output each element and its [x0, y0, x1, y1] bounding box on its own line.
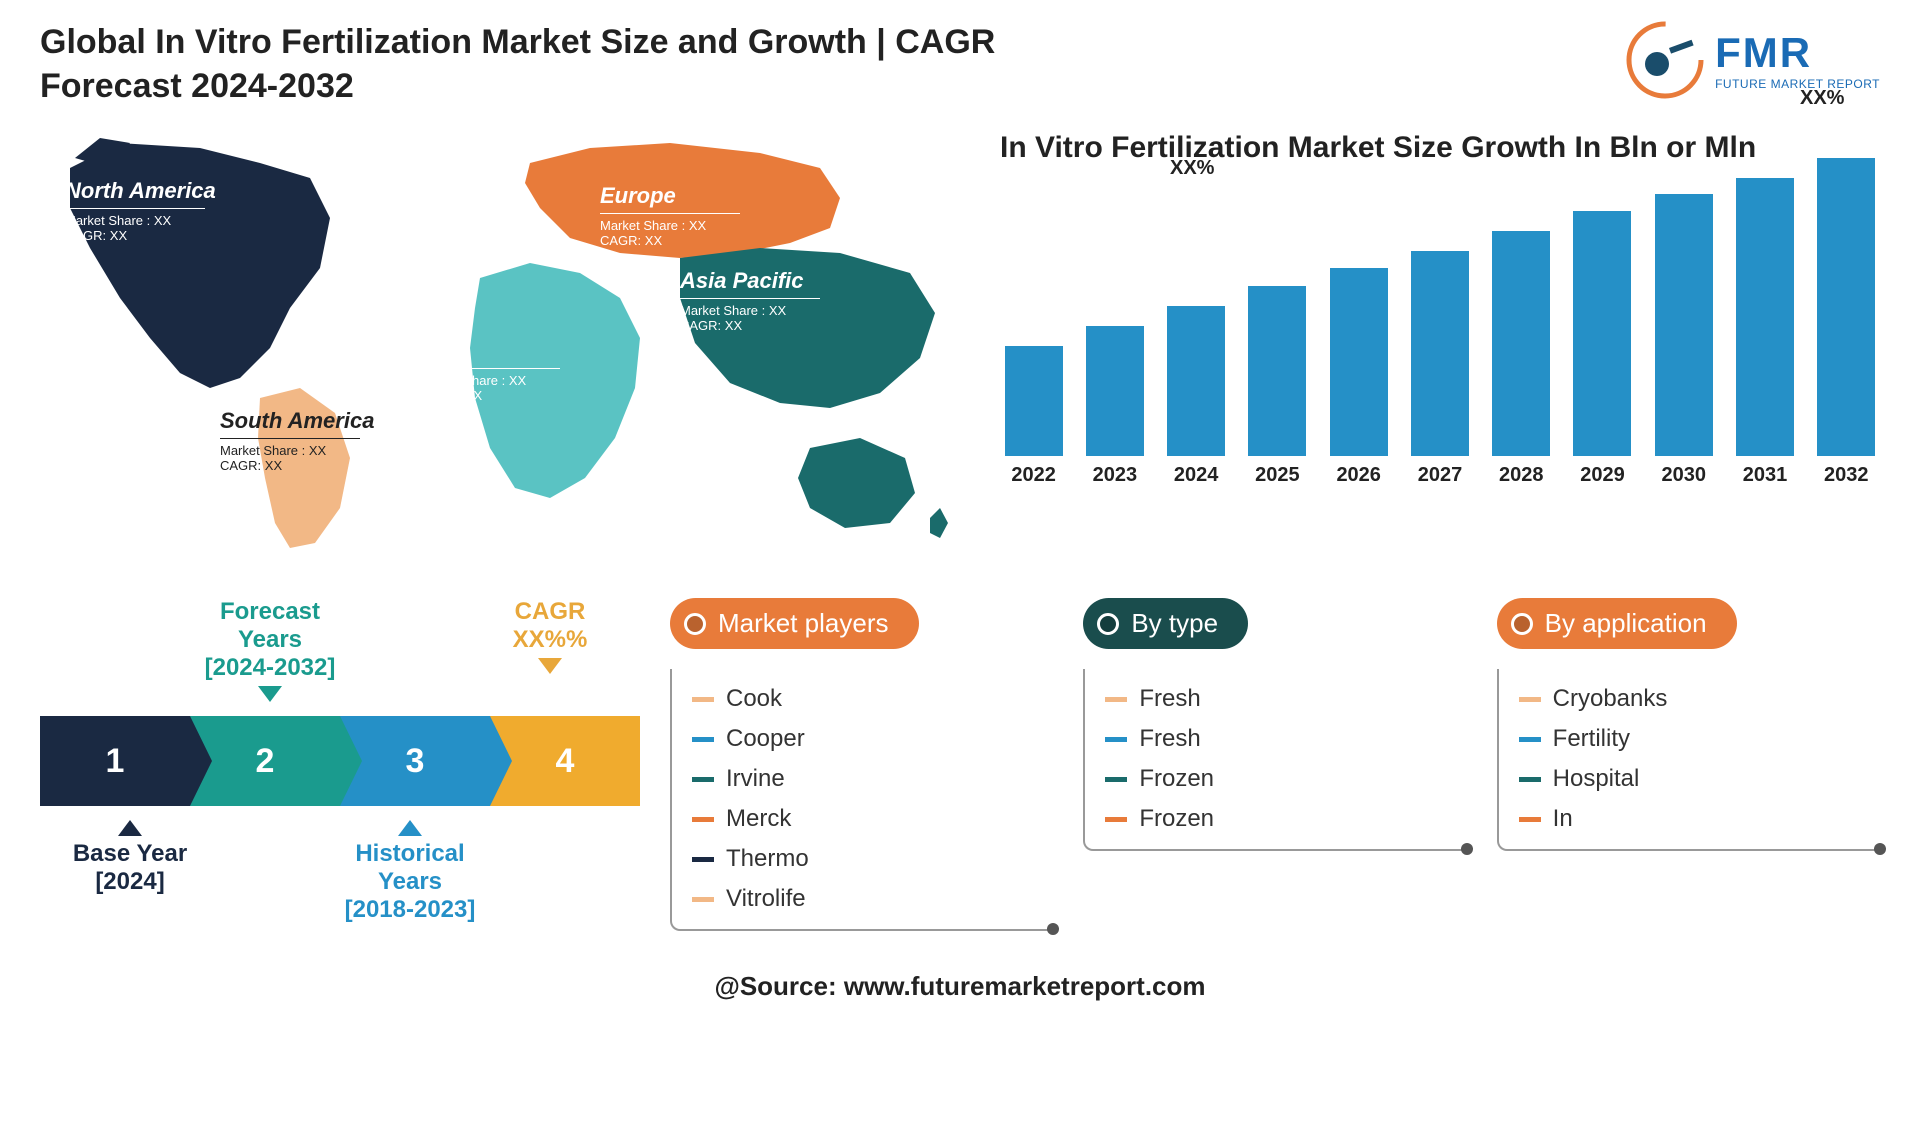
bar-annotation: XX% — [1800, 87, 1844, 110]
list-item: Cooper — [692, 719, 1053, 759]
bar-2022: 2022 — [1000, 346, 1067, 487]
list-item: Frozen — [1105, 799, 1466, 839]
category-market-players: Market playersCookCooperIrvineMerckTherm… — [670, 598, 1053, 931]
bar-2030: 2030 — [1650, 194, 1717, 487]
source-text: @Source: www.futuremarketreport.com — [40, 971, 1880, 1002]
forecast-label: Forecast Years [2024-2032] — [200, 598, 340, 706]
bars-container: XX%XX%2022202320242025202620272028202920… — [1000, 177, 1880, 487]
list-item: Fresh — [1105, 679, 1466, 719]
timeline-seg-3: 3 — [340, 716, 490, 806]
bar-2023: 2023 — [1081, 326, 1148, 487]
bar-2031: 2031 — [1731, 178, 1798, 487]
list-item: Irvine — [692, 759, 1053, 799]
header: Global In Vitro Fertilization Market Siz… — [40, 20, 1880, 108]
list-item: Fresh — [1105, 719, 1466, 759]
cagr-label: CAGR XX%% — [480, 598, 620, 706]
region-label-south-america: South AmericaMarket Share : XXCAGR: XX — [220, 408, 374, 473]
page-title: Global In Vitro Fertilization Market Siz… — [40, 20, 1140, 108]
bar-2027: 2027 — [1406, 251, 1473, 487]
list-item: In — [1519, 799, 1880, 839]
region-label-asia-pacific: Asia PacificMarket Share : XXCAGR: XX — [680, 268, 820, 333]
chart-title: In Vitro Fertilization Market Size Growt… — [1000, 128, 1880, 167]
list-item: Frozen — [1105, 759, 1466, 799]
timeline-seg-2: 2 — [190, 716, 340, 806]
bar-2025: 2025 — [1244, 286, 1311, 487]
logo-icon — [1625, 20, 1705, 100]
logo-main-text: FMR — [1715, 29, 1880, 77]
timeline: Forecast Years [2024-2032] CAGR XX%% 123… — [40, 598, 640, 924]
bar-2029: 2029 — [1569, 211, 1636, 487]
timeline-seg-1: 1 — [40, 716, 190, 806]
bar-2028: 2028 — [1488, 231, 1555, 487]
world-map: North AmericaMarket Share : XXCAGR: XX So… — [40, 128, 960, 558]
region-label-mea: MEAMarket Share : XXCAGR: XX — [420, 338, 560, 403]
list-item: Vitrolife — [692, 879, 1053, 919]
list-item: Merck — [692, 799, 1053, 839]
list-item: Cryobanks — [1519, 679, 1880, 719]
region-label-north-america: North AmericaMarket Share : XXCAGR: XX — [65, 178, 216, 243]
category-by-type: By typeFreshFreshFrozenFrozen — [1083, 598, 1466, 931]
base-year-label: Base Year [2024] — [60, 816, 200, 924]
list-item: Hospital — [1519, 759, 1880, 799]
category-by-application: By applicationCryobanksFertilityHospital… — [1497, 598, 1880, 931]
list-item: Cook — [692, 679, 1053, 719]
bar-annotation: XX% — [1170, 157, 1214, 180]
region-label-europe: EuropeMarket Share : XXCAGR: XX — [600, 183, 740, 248]
list-item: Thermo — [692, 839, 1053, 879]
bar-2032: 2032 — [1813, 158, 1880, 487]
historical-label: Historical Years [2018-2023] — [340, 816, 480, 924]
bar-chart: In Vitro Fertilization Market Size Growt… — [1000, 128, 1880, 558]
logo-sub-text: FUTURE MARKET REPORT — [1715, 77, 1880, 91]
list-item: Fertility — [1519, 719, 1880, 759]
timeline-seg-4: 4 — [490, 716, 640, 806]
timeline-bar: 1234 — [40, 716, 640, 806]
bar-2026: 2026 — [1325, 268, 1392, 487]
bar-2024: 2024 — [1163, 306, 1230, 487]
